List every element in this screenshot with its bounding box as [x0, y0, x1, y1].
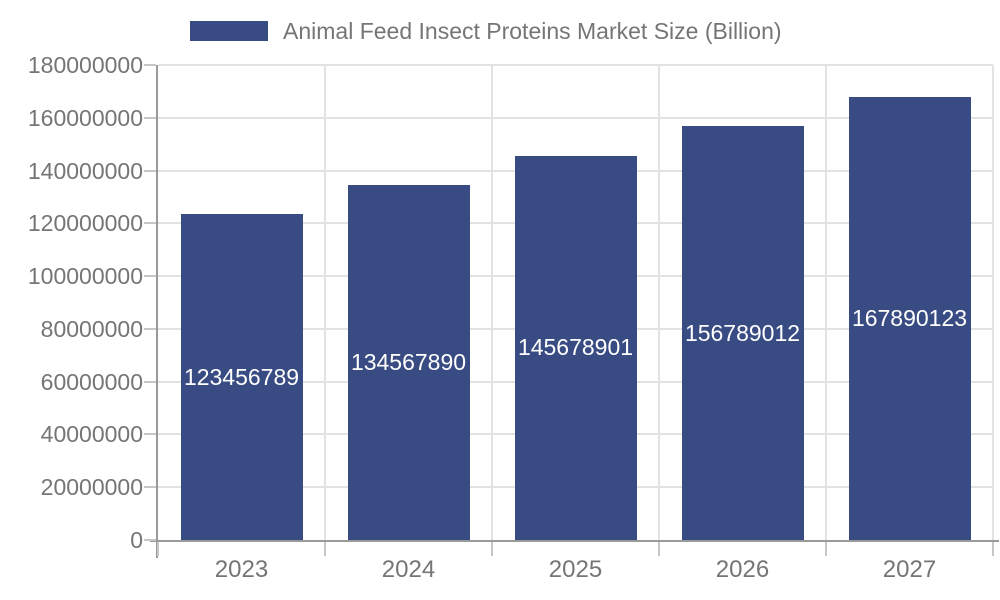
- x-tick-mark: [825, 542, 827, 556]
- y-tick-mark: [144, 486, 156, 489]
- y-tick-mark: [144, 116, 156, 119]
- y-tick-label: 160000000: [27, 104, 143, 131]
- y-tick-mark: [144, 64, 156, 66]
- y-gridline: [158, 64, 993, 66]
- x-tick-mark: [324, 542, 326, 556]
- y-tick-label: 0: [130, 527, 143, 553]
- y-tick-label: 120000000: [27, 210, 143, 237]
- y-tick-mark: [144, 327, 156, 330]
- y-tick-label: 20000000: [40, 474, 143, 501]
- y-tick-label: 40000000: [40, 421, 143, 448]
- y-tick-label: 140000000: [27, 157, 143, 184]
- x-gridline: [491, 65, 493, 540]
- y-tick-mark: [144, 275, 156, 278]
- x-gridline: [324, 65, 326, 540]
- bar-value-label: 167890123: [851, 304, 968, 331]
- y-tick-label: 100000000: [27, 263, 143, 290]
- bar-value-label: 145678901: [517, 334, 634, 361]
- y-tick-label: 180000000: [27, 52, 143, 78]
- x-tick-mark: [992, 542, 994, 556]
- x-tick-mark: [157, 542, 159, 556]
- bar-value-label: 156789012: [684, 319, 801, 346]
- x-gridline: [992, 65, 994, 540]
- x-category-label: 2027: [882, 556, 937, 583]
- x-tick-mark: [491, 542, 493, 556]
- y-tick-mark: [144, 433, 156, 436]
- y-tick-mark: [144, 222, 156, 225]
- x-gridline: [658, 65, 660, 540]
- x-category-label: 2024: [381, 556, 436, 583]
- bar: 145678901: [514, 155, 637, 540]
- legend-swatch: [190, 21, 268, 41]
- bar: 134567890: [347, 184, 470, 540]
- legend[interactable]: Animal Feed Insect Proteins Market Size …: [190, 18, 782, 44]
- y-tick-mark: [144, 539, 156, 541]
- legend-label: Animal Feed Insect Proteins Market Size …: [283, 18, 782, 44]
- bar-value-label: 134567890: [350, 348, 467, 375]
- x-axis-line: [150, 540, 999, 542]
- y-gridline: [158, 116, 993, 119]
- x-category-label: 2023: [214, 556, 269, 583]
- y-tick-mark: [144, 169, 156, 172]
- bar-value-label: 123456789: [183, 363, 300, 390]
- bar: 123456789: [180, 214, 303, 540]
- x-tick-mark: [658, 542, 660, 556]
- y-axis-line: [156, 65, 158, 558]
- y-tick-label: 80000000: [40, 315, 143, 342]
- x-gridline: [825, 65, 827, 540]
- bar: 156789012: [681, 126, 804, 540]
- bar: 167890123: [848, 96, 971, 540]
- x-category-label: 2025: [548, 556, 603, 583]
- y-tick-mark: [144, 380, 156, 383]
- x-category-label: 2026: [715, 556, 770, 583]
- y-tick-label: 60000000: [40, 368, 143, 395]
